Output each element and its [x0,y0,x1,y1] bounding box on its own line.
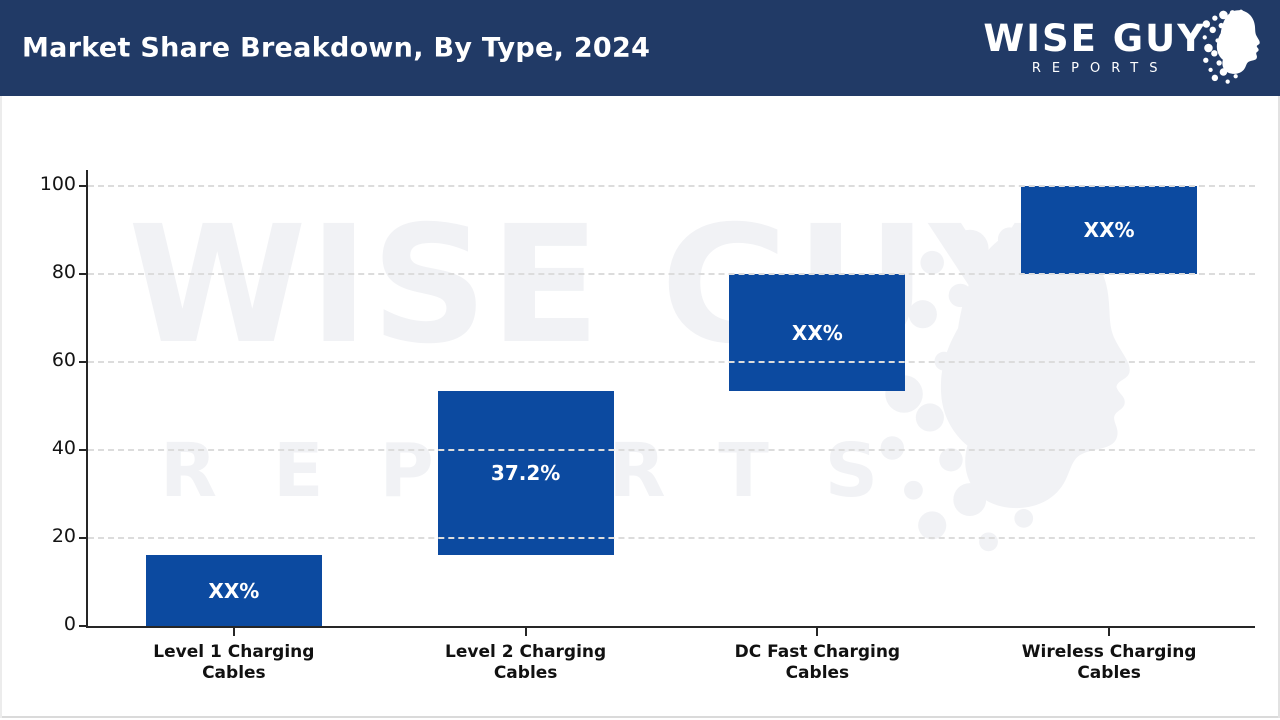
gridline-y20 [88,537,1255,539]
bar-2: 37.2% [437,391,614,556]
y-axis-line [86,170,88,628]
y-tick-60 [79,361,88,363]
category-label-1: Level 1 Charging Cables [153,642,315,684]
category-label-2: Level 2 Charging Cables [445,642,607,684]
x-tick-3 [816,628,819,636]
bar-4: XX% [1021,186,1198,274]
gridline-y80 [88,273,1255,275]
y-tick-80 [79,273,88,275]
gridline-y40 [88,449,1255,451]
y-tick-label-60: 60 [51,349,76,371]
y-tick-label-40: 40 [51,437,76,459]
y-tick-20 [79,537,88,539]
gridline-y60 [88,361,1255,363]
category-label-4: Wireless Charging Cables [1021,642,1197,684]
x-tick-2 [524,628,527,636]
chart-title: Market Share Breakdown, By Type, 2024 [22,32,651,64]
bar-value-label: XX% [208,578,260,603]
wiseguy-face-icon [1202,9,1260,84]
bar-value-label: XX% [791,320,843,345]
x-axis-line [86,626,1255,628]
bar-value-label: 37.2% [490,461,561,486]
header-bar: Market Share Breakdown, By Type, 2024 WI… [0,0,1280,96]
x-tick-1 [232,628,235,636]
gridline-y100 [88,185,1255,187]
wiseguy-logo: WISE GUY REPORTS [983,6,1266,90]
x-tick-4 [1108,628,1111,636]
y-tick-label-80: 80 [51,261,76,283]
logo-name: WISE GUY [983,17,1206,61]
y-tick-40 [79,449,88,451]
y-tick-0 [79,625,88,627]
right-hairline [1278,96,1280,718]
left-hairline [0,96,2,718]
bottom-hairline [0,716,1280,718]
y-tick-label-20: 20 [51,525,76,547]
category-label-3: DC Fast Charging Cables [734,642,901,684]
y-tick-label-0: 0 [63,613,76,635]
y-tick-100 [79,185,88,187]
bar-3: XX% [729,273,906,392]
y-tick-label-100: 100 [39,173,76,195]
bar-1: XX% [145,555,322,626]
logo-subname: REPORTS [1031,60,1169,76]
bar-value-label: XX% [1083,217,1135,242]
wiseguy-logo-text: WISE GUY REPORTS [983,17,1206,76]
